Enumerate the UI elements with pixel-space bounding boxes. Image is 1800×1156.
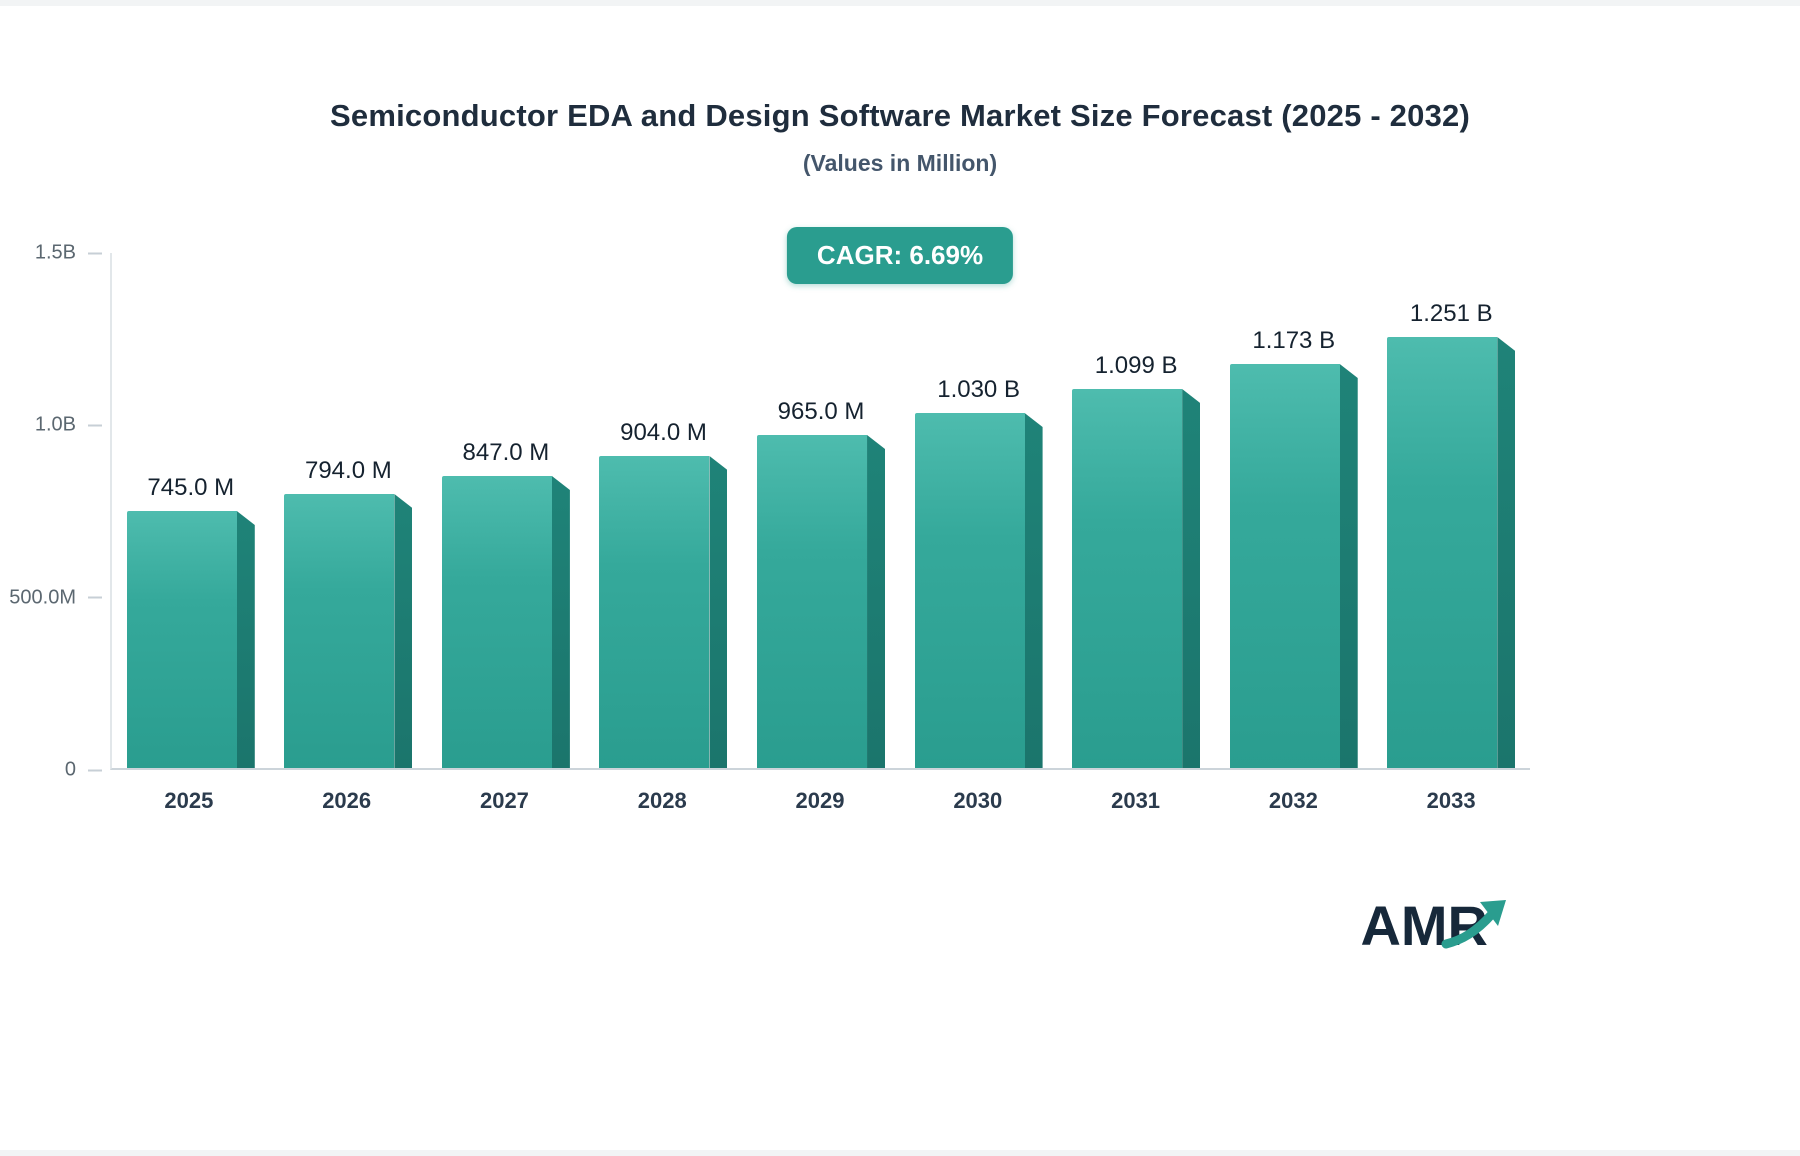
bar-group: 1.173 B: [1215, 253, 1373, 768]
logo-arrow-icon: [1441, 900, 1506, 949]
bar-wrap: 1.030 B: [914, 376, 1043, 768]
bar-group: 847.0 M: [427, 253, 585, 768]
bar-value-label: 847.0 M: [462, 439, 550, 466]
x-axis-label: 2032: [1268, 788, 1318, 813]
bar-value-label: 1.030 B: [937, 376, 1020, 403]
bar-wrap: 745.0 M: [126, 474, 255, 768]
bar-group: 904.0 M: [585, 253, 743, 768]
y-tick-mark: [88, 252, 102, 254]
bar: [757, 435, 886, 768]
y-tick: 500.0M: [9, 586, 102, 609]
bar: [441, 476, 570, 768]
bar-side-shadow: [236, 511, 255, 768]
x-axis-label: 2033: [1426, 788, 1476, 813]
bar-side-shadow: [1339, 364, 1358, 768]
bar: [1229, 364, 1358, 768]
bar-wrap: 794.0 M: [284, 457, 413, 768]
y-tick-mark: [88, 596, 102, 599]
bar-side-shadow: [1182, 389, 1201, 768]
bar: [126, 511, 255, 768]
bar-side-shadow: [1497, 337, 1516, 768]
bar-value-label: 904.0 M: [620, 419, 707, 446]
bar-value-label: 745.0 M: [147, 474, 235, 501]
bar-face: [126, 511, 237, 768]
bar-wrap: 1.251 B: [1387, 300, 1516, 768]
y-tick-label: 500.0M: [9, 586, 76, 609]
bar-group: 1.099 B: [1057, 253, 1215, 768]
bar-wrap: 1.099 B: [1072, 352, 1201, 768]
x-axis-label: 2030: [953, 788, 1003, 813]
bar-face: [757, 435, 868, 768]
bar: [599, 456, 728, 768]
bar-side-shadow: [1024, 413, 1043, 768]
bar-side-shadow: [867, 435, 886, 768]
bar-group: 745.0 M: [112, 253, 270, 768]
bars-container: 745.0 M 794.0 M 847.0 M 904.0 M 965.0 M 1.030…: [112, 253, 1530, 768]
y-tick-label: 1.0B: [34, 413, 76, 436]
y-axis: 0 500.0M 1.0B 1.5B: [0, 242, 108, 781]
x-axis-label: 2025: [164, 788, 214, 813]
bar: [1387, 337, 1516, 768]
bar-face: [284, 494, 395, 768]
bar: [284, 494, 413, 768]
bar-side-shadow: [394, 494, 413, 768]
chart-title: Semiconductor EDA and Design Software Ma…: [330, 98, 1470, 133]
bar-group: 1.251 B: [1373, 253, 1531, 768]
x-axis-labels: 2025 2026 2027 2028 2029 2030 2031 2032 2033: [110, 788, 1530, 814]
bar-wrap: 1.173 B: [1229, 327, 1358, 768]
x-axis-label: 2029: [795, 788, 845, 813]
y-tick-label: 1.5B: [34, 241, 76, 264]
plot-area: 745.0 M 794.0 M 847.0 M 904.0 M 965.0 M 1.030…: [110, 253, 1530, 770]
x-axis-label: 2027: [479, 788, 529, 813]
amr-logo-text: AMR: [1360, 894, 1488, 957]
cagr-badge: CAGR: 6.69%: [786, 227, 1014, 284]
x-axis-label: 2026: [322, 788, 372, 813]
bar-wrap: 965.0 M: [757, 398, 886, 768]
bar-wrap: 847.0 M: [441, 439, 570, 768]
bar-face: [599, 456, 710, 768]
bar-value-label: 794.0 M: [304, 457, 392, 484]
bar: [1072, 389, 1201, 768]
bar-group: 965.0 M: [742, 253, 900, 768]
y-tick-mark: [88, 424, 102, 427]
bar-face: [441, 476, 552, 768]
bar-group: 794.0 M: [270, 253, 428, 768]
chart-subtitle: (Values in Million): [802, 150, 998, 176]
bar: [914, 413, 1043, 768]
bar-face: [1229, 364, 1340, 768]
x-axis-label: 2031: [1111, 788, 1161, 813]
bar-face: [1387, 337, 1498, 768]
y-tick-mark: [88, 769, 102, 771]
bar-value-label: 1.099 B: [1094, 352, 1178, 379]
amr-logo: AMR: [1360, 894, 1506, 957]
y-tick: 1.5B: [35, 242, 102, 265]
y-tick: 1.0B: [35, 414, 102, 437]
bar-value-label: 965.0 M: [777, 398, 865, 425]
bar-face: [914, 413, 1025, 768]
bar-face: [1072, 389, 1183, 768]
chart-page: Semiconductor EDA and Design Software Ma…: [0, 6, 1800, 1150]
bar-value-label: 1.251 B: [1409, 300, 1493, 327]
bar-side-shadow: [709, 456, 728, 768]
bar-wrap: 904.0 M: [599, 419, 728, 768]
bar-side-shadow: [551, 476, 570, 768]
x-axis-label: 2028: [637, 788, 687, 813]
y-tick-label: 0: [64, 758, 76, 781]
bar-value-label: 1.173 B: [1252, 327, 1336, 354]
y-tick: 0: [65, 759, 102, 782]
bar-group: 1.030 B: [900, 253, 1058, 768]
